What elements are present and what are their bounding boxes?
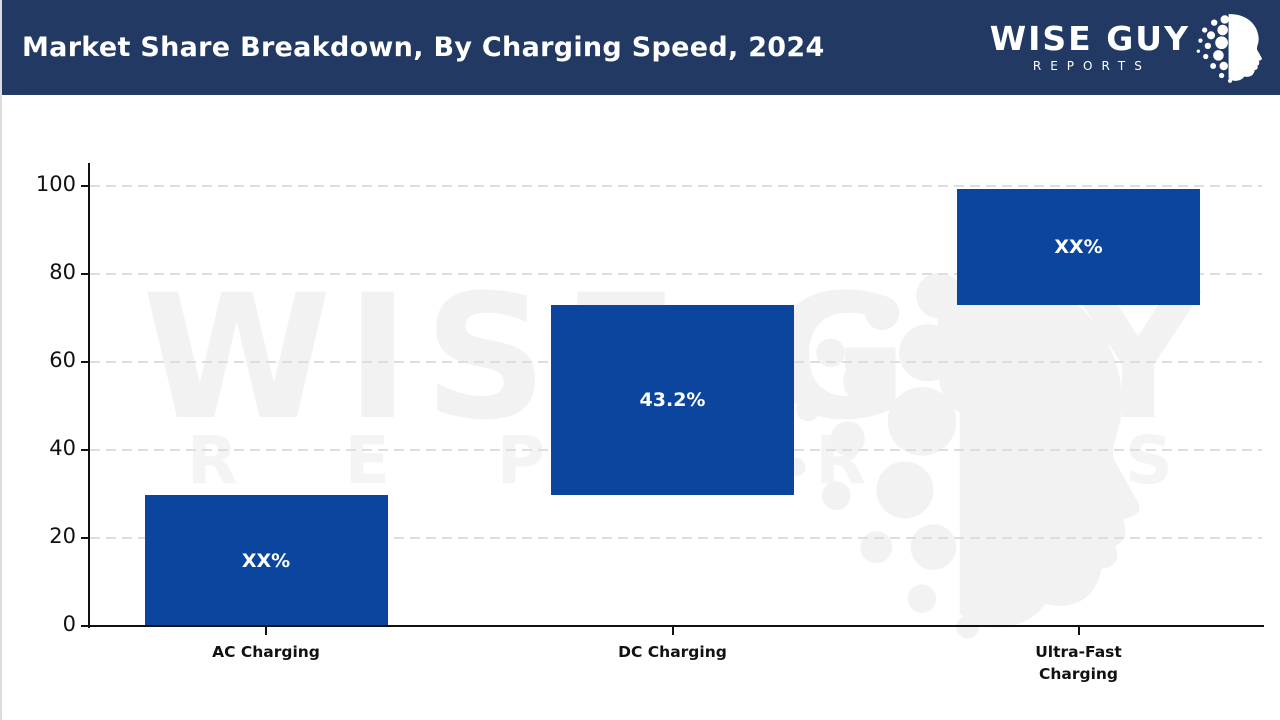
- y-tick-mark: [81, 185, 89, 187]
- x-axis-label-text: Ultra-Fast Charging: [1035, 643, 1122, 684]
- x-tick-mark: [1077, 627, 1080, 635]
- x-tick-mark: [265, 627, 267, 635]
- bar-dc-charging: 43.2%: [551, 305, 794, 496]
- x-axis-label-text: DC Charging: [618, 643, 727, 661]
- face-profile-icon: [1196, 13, 1262, 83]
- bar-ultra-fast-charging: XX%: [957, 188, 1200, 306]
- y-tick-label: 100: [35, 172, 76, 196]
- x-tick-mark: [671, 627, 674, 635]
- x-axis-label-dc-charging: DC Charging: [548, 641, 798, 663]
- y-tick-mark: [81, 625, 89, 627]
- page-title: Market Share Breakdown, By Charging Spee…: [22, 32, 825, 63]
- x-axis-label-ultra-fast-charging: Ultra-Fast Charging: [954, 641, 1204, 686]
- bar-value-label: XX%: [1054, 235, 1103, 258]
- y-tick-label: 80: [49, 260, 76, 284]
- y-tick-mark: [81, 273, 89, 275]
- bar-value-label: 43.2%: [639, 389, 706, 412]
- brand-name: WISE GUY: [989, 19, 1190, 58]
- header: Market Share Breakdown, By Charging Spee…: [2, 0, 1280, 95]
- brand-logo: WISE GUY REPORTS: [990, 11, 1266, 85]
- y-tick-mark: [81, 361, 89, 363]
- y-tick-label: 40: [49, 436, 76, 460]
- brand-logo-text: WISE GUY REPORTS: [990, 22, 1190, 73]
- y-axis-line: [88, 163, 90, 628]
- chart-area: WISE GUY R E P O R T S 020406080100XX%AC…: [2, 95, 1280, 720]
- x-axis-line: [88, 625, 1264, 627]
- bar-value-label: XX%: [241, 549, 291, 572]
- y-tick-label: 60: [49, 348, 76, 372]
- y-tick-mark: [81, 537, 89, 539]
- gridline: [90, 185, 1262, 187]
- brand-subtitle: REPORTS: [1032, 59, 1151, 73]
- gridline: [90, 537, 1262, 539]
- y-tick-mark: [81, 449, 89, 451]
- gridline: [90, 273, 1262, 275]
- x-axis-label-text: AC Charging: [212, 643, 320, 661]
- y-tick-label: 0: [62, 612, 76, 636]
- y-tick-label: 20: [49, 524, 76, 548]
- bar-ac-charging: XX%: [144, 495, 388, 626]
- x-axis-label-ac-charging: AC Charging: [141, 641, 391, 663]
